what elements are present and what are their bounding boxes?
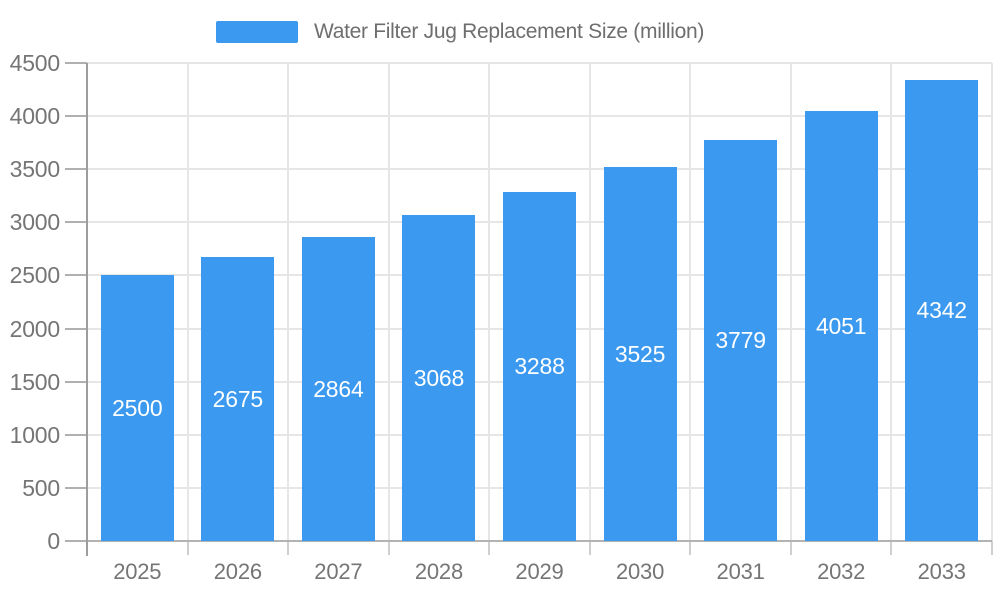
x-axis-tick-label: 2029 xyxy=(515,559,564,584)
bar[interactable] xyxy=(100,275,174,541)
y-axis-tick xyxy=(65,327,87,330)
x-axis-tick xyxy=(488,541,491,555)
bar-value-label: 2864 xyxy=(313,375,364,402)
grid-line-vertical xyxy=(287,63,290,541)
x-axis-tick-label: 2025 xyxy=(113,559,162,584)
bar-value-label: 4342 xyxy=(916,297,968,324)
y-axis-tick-label: 1500 xyxy=(9,368,61,395)
y-axis-tick xyxy=(65,274,87,277)
x-axis-tick-label: 2026 xyxy=(213,559,262,584)
y-axis-tick xyxy=(65,62,87,64)
x-axis-tick-label: 2033 xyxy=(917,559,966,584)
bar[interactable] xyxy=(402,215,476,541)
y-axis-tick-label: 500 xyxy=(22,474,60,501)
x-axis-tick-label: 2032 xyxy=(817,559,866,584)
y-axis-tick xyxy=(65,221,87,224)
grid-line-vertical xyxy=(186,63,189,541)
grid-line-vertical xyxy=(488,63,491,541)
y-axis-tick xyxy=(65,168,87,171)
x-axis-tick-label: 2031 xyxy=(716,559,765,584)
y-axis-tick xyxy=(65,540,87,542)
y-axis-tick-label: 3500 xyxy=(9,156,61,183)
bar-value-label: 4051 xyxy=(815,312,867,339)
x-axis-tick xyxy=(789,541,792,555)
y-axis-tick-label: 2000 xyxy=(9,315,61,342)
bar[interactable] xyxy=(804,110,878,541)
x-axis-line xyxy=(87,540,992,542)
x-axis-tick xyxy=(186,541,189,555)
legend-item[interactable]: Water Filter Jug Replacement Size (milli… xyxy=(216,16,704,48)
y-axis-tick-label: 1000 xyxy=(9,421,61,448)
x-axis-tick xyxy=(689,541,692,555)
x-axis-tick-label: 2030 xyxy=(615,559,665,584)
x-axis-tick xyxy=(387,541,390,555)
y-axis-tick-label: 0 xyxy=(47,528,60,554)
bar[interactable] xyxy=(503,191,576,541)
bar[interactable] xyxy=(201,256,275,541)
legend-swatch-icon xyxy=(216,21,298,43)
grid-line-vertical xyxy=(689,63,692,541)
grid-line-vertical xyxy=(991,63,993,541)
bar-value-label: 3068 xyxy=(413,365,465,392)
bar[interactable] xyxy=(905,79,979,541)
grid-line-vertical xyxy=(890,63,893,541)
grid-line-horizontal xyxy=(87,115,992,118)
bar-value-label: 3525 xyxy=(614,340,666,367)
bar-value-label: 3288 xyxy=(514,353,565,380)
y-axis-tick-label: 3000 xyxy=(9,209,61,236)
x-axis-tick xyxy=(287,541,290,555)
grid-line-vertical xyxy=(789,63,792,541)
y-axis-tick xyxy=(65,380,87,383)
bar-value-label: 3779 xyxy=(715,327,766,354)
y-axis-line xyxy=(86,63,88,556)
bar-value-label: 2500 xyxy=(112,395,163,422)
bar-value-label: 2675 xyxy=(212,385,264,412)
bar[interactable] xyxy=(301,236,375,541)
x-axis-tick-label: 2027 xyxy=(314,559,363,584)
bar[interactable] xyxy=(603,166,677,541)
y-axis-tick xyxy=(65,486,87,489)
x-axis-tick xyxy=(588,541,591,555)
legend-label: Water Filter Jug Replacement Size (milli… xyxy=(314,20,705,43)
y-axis-tick xyxy=(65,115,87,118)
x-axis-tick xyxy=(890,541,893,555)
grid-line-horizontal xyxy=(87,168,992,171)
y-axis-tick-label: 2500 xyxy=(9,262,61,289)
bar[interactable] xyxy=(704,139,778,541)
grid-line-horizontal xyxy=(87,62,992,64)
y-axis-tick-label: 4000 xyxy=(9,103,61,130)
y-axis-tick-label: 4500 xyxy=(9,50,61,76)
x-axis-tick xyxy=(991,541,993,555)
grid-line-vertical xyxy=(588,63,591,541)
y-axis-tick xyxy=(65,433,87,436)
x-axis-tick-label: 2028 xyxy=(414,559,464,584)
grid-line-vertical xyxy=(387,63,390,541)
